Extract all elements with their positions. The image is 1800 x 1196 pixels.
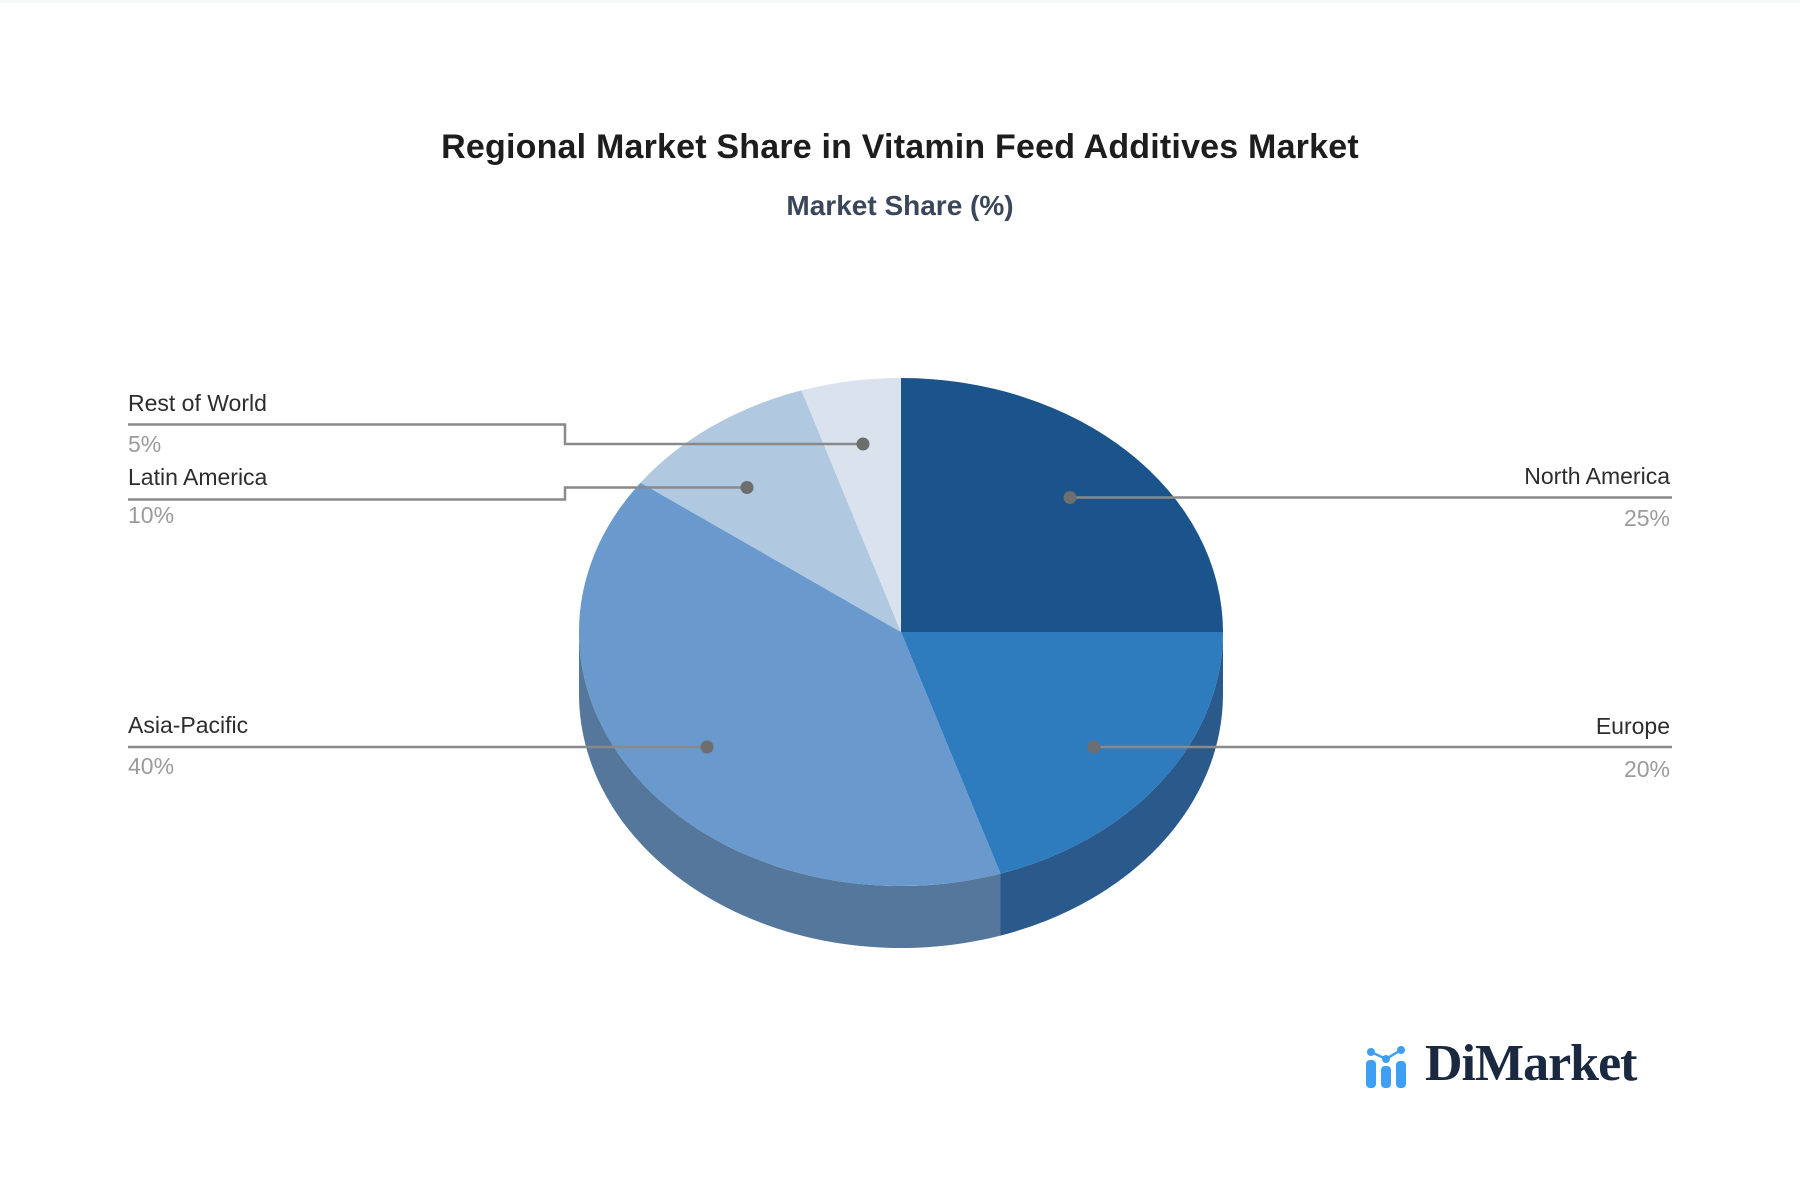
value-europe: 20% [1623,756,1670,782]
label-asia-pacific: Asia-Pacific [128,712,249,738]
leader-line-rest-of-world [128,423,857,446]
leader-dot-north-america [1063,491,1077,504]
page-top-border [0,0,1800,3]
leader-line-latin-america [128,486,741,501]
pie-side-europe [1000,632,1223,936]
chart-subtitle: Market Share (%) [786,190,1014,221]
pie-slice-latin-america [640,390,901,632]
value-latin-america: 10% [128,502,175,528]
brand-wordmark: DiMarket [1425,1035,1637,1092]
bar-line-chart-icon [1366,1045,1406,1088]
pie-slice-europe [901,632,1223,874]
value-north-america: 25% [1623,505,1670,531]
value-rest-of-world: 5% [128,431,162,457]
label-latin-america: Latin America [128,464,268,490]
value-asia-pacific: 40% [128,753,175,779]
label-rest-of-world: Rest of World [128,390,267,416]
leader-dot-asia-pacific [700,740,714,754]
chart-title: Regional Market Share in Vitamin Feed Ad… [441,128,1359,166]
leader-dot-rest-of-world [856,437,870,451]
pie-slice-north-america [901,378,1223,632]
brand-logo: DiMarket [1366,1035,1637,1092]
leader-dot-europe [1087,740,1101,754]
label-north-america: North America [1524,463,1670,489]
pie-side-asia-pacific [579,632,1001,949]
leader-dot-latin-america [740,481,754,494]
pie-slice-asia-pacific [578,482,1001,887]
label-europe: Europe [1595,713,1670,739]
pie-slice-rest-of-world [801,377,901,632]
